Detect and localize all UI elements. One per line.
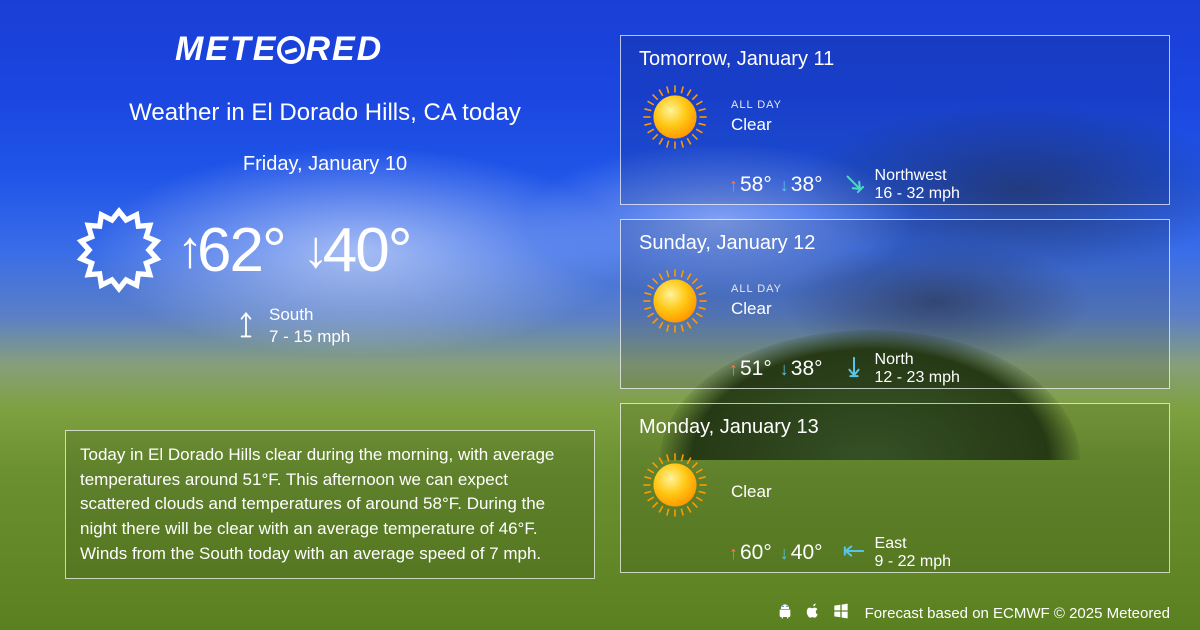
forecast-date: Tomorrow, January 11	[639, 48, 1151, 71]
forecast-low: ↓38°	[780, 357, 823, 381]
forecast-condition: Clear	[731, 299, 861, 319]
android-icon	[777, 603, 793, 624]
forecast-date: Monday, January 13	[639, 416, 1151, 439]
forecast-wind-speed: 12 - 23 mph	[875, 369, 960, 387]
today-low: ↓40°	[303, 215, 411, 286]
forecast-wind-dir: East	[875, 535, 951, 553]
sun-icon	[639, 81, 711, 153]
forecast-wind: East 9 - 22 mph	[843, 535, 951, 571]
forecast-high: ↑60°	[729, 541, 772, 565]
wind-arrow-icon	[843, 538, 865, 569]
wind-direction-icon	[235, 308, 257, 345]
forecast-high: ↑51°	[729, 357, 772, 381]
footer: Forecast based on ECMWF © 2025 Meteored	[777, 603, 1170, 624]
page-title: Weather in El Dorado Hills, CA today	[65, 99, 585, 127]
today-wind: South 7 - 15 mph	[235, 304, 585, 348]
forecast-period: ALL DAY	[731, 283, 861, 295]
forecast-low: ↓38°	[780, 173, 823, 197]
forecast-period: ALL DAY	[731, 99, 861, 111]
forecast-wind-speed: 16 - 32 mph	[875, 185, 960, 203]
forecast-description: Today in El Dorado Hills clear during th…	[65, 430, 595, 579]
forecast-low: ↓40°	[780, 541, 823, 565]
forecast-wind-dir: North	[875, 351, 960, 369]
sun-icon	[639, 449, 711, 521]
wind-arrow-icon	[843, 170, 865, 201]
apple-icon	[805, 603, 821, 624]
today-wind-speed: 7 - 15 mph	[269, 326, 350, 348]
forecast-list: Tomorrow, January 11 ALL DAY Clear ↑58° …	[620, 35, 1170, 573]
clear-outline-icon	[75, 206, 163, 294]
today-wind-dir: South	[269, 304, 350, 326]
today-high: ↑62°	[177, 215, 285, 286]
wind-arrow-icon	[843, 354, 865, 385]
brand-logo: METERED	[175, 30, 585, 69]
forecast-high: ↑58°	[729, 173, 772, 197]
forecast-card[interactable]: Monday, January 13 Clear ↑60° ↓40° East	[620, 403, 1170, 573]
forecast-card[interactable]: Sunday, January 12 ALL DAY Clear ↑51° ↓3…	[620, 219, 1170, 389]
footer-text: Forecast based on ECMWF © 2025 Meteored	[865, 605, 1170, 622]
forecast-wind-dir: Northwest	[875, 167, 960, 185]
forecast-date: Sunday, January 12	[639, 232, 1151, 255]
sun-icon	[639, 265, 711, 337]
forecast-wind-speed: 9 - 22 mph	[875, 553, 951, 571]
forecast-condition: Clear	[731, 115, 861, 135]
forecast-wind: Northwest 16 - 32 mph	[843, 167, 960, 203]
windows-icon	[833, 603, 849, 624]
current-conditions: ↑62° ↓40°	[75, 206, 585, 294]
forecast-wind: North 12 - 23 mph	[843, 351, 960, 387]
forecast-condition: Clear	[731, 482, 861, 502]
today-date: Friday, January 10	[65, 153, 585, 176]
forecast-card[interactable]: Tomorrow, January 11 ALL DAY Clear ↑58° …	[620, 35, 1170, 205]
